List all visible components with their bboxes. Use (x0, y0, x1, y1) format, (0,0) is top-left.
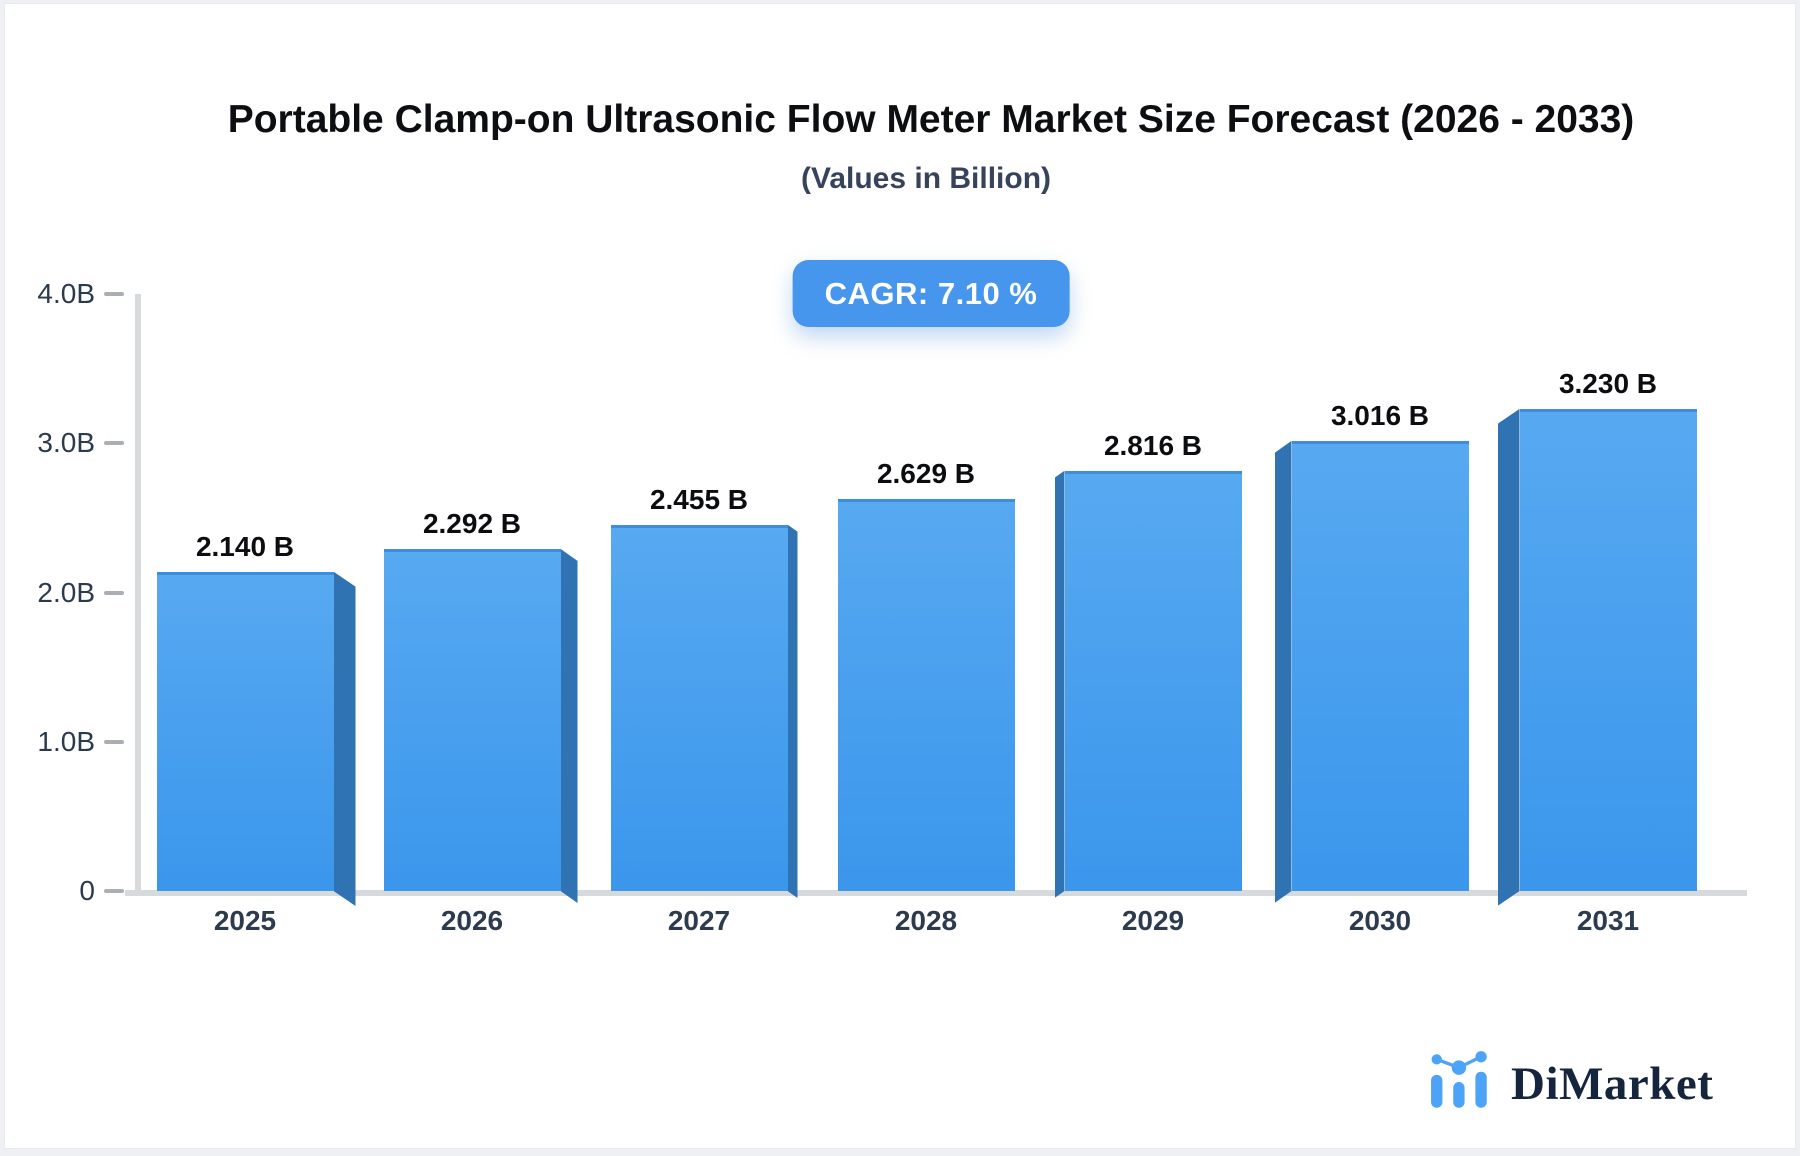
x-axis-category-label: 2026 (440, 905, 504, 936)
cagr-badge: CAGR: 7.10 % (792, 260, 1070, 327)
bar-value-label: 3.230 B (1558, 367, 1658, 399)
y-axis-tick-label: 0 (79, 875, 95, 906)
bar-side-face (561, 549, 578, 903)
y-axis-tick-label: 2.0B (37, 576, 95, 608)
x-axis-category-label: 2028 (894, 905, 958, 936)
bar-value-label: 2.140 B (195, 530, 295, 562)
y-axis-tick-mark (104, 292, 124, 296)
bar (1291, 440, 1469, 891)
bar (383, 548, 561, 891)
bar-value-label: 2.629 B (876, 457, 976, 489)
bar-value-label: 2.455 B (649, 483, 749, 515)
brand-name: DiMarket (1511, 1058, 1714, 1110)
chart-subtitle: (Values in Billion) (800, 162, 1052, 195)
bar (610, 524, 788, 891)
cagr-badge-label: CAGR: 7.10 % (824, 275, 1038, 311)
bar (1519, 408, 1697, 891)
chart-card: Portable Clamp-on Ultrasonic Flow Meter … (4, 3, 1796, 1149)
bar-side-face (334, 572, 356, 906)
bar-value-label: 2.292 B (422, 507, 522, 539)
x-axis-line (125, 890, 1747, 896)
y-axis-tick-label: 4.0B (37, 278, 95, 309)
y-axis-tick-mark (104, 739, 124, 744)
bar-side-face (1055, 471, 1065, 898)
y-axis-tick-label: 3.0B (37, 427, 95, 459)
bar-side-face (1275, 441, 1292, 903)
bar (837, 498, 1015, 891)
x-axis-category-label: 2030 (1348, 905, 1412, 936)
brand-logo: DiMarket (1429, 1046, 1713, 1116)
bar-chart-logo-icon (1431, 1051, 1487, 1108)
y-axis-tick-mark (104, 590, 124, 595)
bar (156, 571, 334, 891)
x-axis-category-label: 2029 (1121, 905, 1185, 936)
x-axis-category-label: 2025 (213, 905, 277, 936)
y-axis-tick-mark (104, 441, 124, 446)
bar-chart-plot: 0 1.0B 2.0B 3.0B 4.0B 2.140 B 2025 2.292 B 2026 2… (5, 4, 1797, 1150)
bar-value-label: 3.016 B (1330, 399, 1430, 431)
bar-side-face (1498, 409, 1520, 906)
bar-value-label: 2.816 B (1103, 429, 1203, 461)
x-axis-category-label: 2027 (667, 905, 731, 936)
x-axis-category-label: 2031 (1576, 905, 1640, 936)
y-axis-line (135, 294, 141, 896)
y-axis-tick-mark (104, 889, 124, 893)
y-axis-tick-label: 1.0B (37, 725, 95, 757)
bar-side-face (788, 525, 798, 898)
bar (1064, 470, 1242, 891)
chart-title: Portable Clamp-on Ultrasonic Flow Meter … (227, 98, 1635, 141)
